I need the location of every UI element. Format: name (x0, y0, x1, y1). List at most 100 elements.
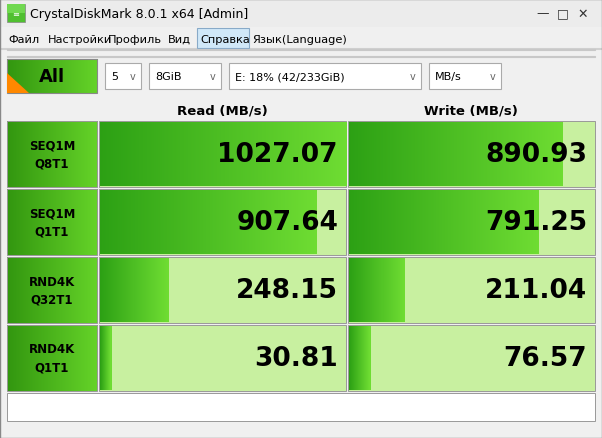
Bar (41, 258, 43, 323)
Bar (209, 191, 211, 254)
Bar (448, 123, 450, 187)
Bar (69, 190, 70, 255)
Bar (142, 258, 144, 322)
Bar (406, 191, 408, 254)
Bar (205, 191, 206, 254)
Bar (487, 191, 489, 254)
Bar (79, 122, 81, 187)
Bar (412, 191, 414, 254)
Bar (7, 60, 8, 94)
Bar (386, 123, 388, 187)
Bar (503, 191, 504, 254)
Bar (336, 123, 338, 187)
Bar (76, 258, 78, 323)
Bar (365, 191, 367, 254)
Bar (418, 191, 420, 254)
Bar (78, 325, 79, 391)
Bar (199, 123, 200, 187)
Bar (380, 191, 382, 254)
Bar (134, 258, 135, 322)
Bar (380, 258, 382, 322)
Bar (481, 191, 483, 254)
Bar (421, 191, 423, 254)
Bar (348, 258, 595, 323)
Bar (17, 190, 19, 255)
Bar (167, 191, 169, 254)
Bar (360, 326, 362, 390)
Bar (333, 123, 335, 187)
Bar (13, 122, 14, 187)
Bar (51, 325, 52, 391)
Bar (392, 191, 394, 254)
Bar (388, 258, 389, 322)
Text: 791.25: 791.25 (485, 209, 587, 236)
Bar (357, 191, 359, 254)
Bar (37, 258, 39, 323)
Bar (12, 122, 13, 187)
Bar (128, 123, 129, 187)
Bar (334, 123, 335, 187)
Bar (249, 191, 251, 254)
Bar (278, 191, 279, 254)
Bar (473, 191, 474, 254)
Bar (19, 325, 20, 391)
Bar (364, 258, 366, 322)
Bar (455, 191, 456, 254)
Bar (362, 258, 364, 322)
Bar (349, 123, 350, 187)
Bar (288, 123, 290, 187)
Bar (467, 123, 468, 187)
Bar (534, 191, 536, 254)
Bar (366, 326, 368, 390)
Bar (34, 325, 36, 391)
Bar (143, 123, 144, 187)
Bar (93, 122, 95, 187)
Bar (36, 325, 37, 391)
Bar (166, 123, 167, 187)
Bar (154, 191, 155, 254)
Bar (109, 191, 111, 254)
Bar (30, 190, 31, 255)
Bar (34, 60, 36, 94)
Bar (157, 258, 159, 322)
Bar (442, 191, 444, 254)
Bar (34, 122, 36, 187)
Bar (413, 191, 415, 254)
Bar (265, 123, 267, 187)
Bar (367, 258, 369, 322)
Bar (559, 123, 560, 187)
Bar (445, 191, 447, 254)
Bar (296, 123, 297, 187)
Bar (549, 123, 550, 187)
Bar (282, 191, 284, 254)
Bar (215, 123, 217, 187)
Bar (121, 191, 123, 254)
Bar (318, 123, 320, 187)
Bar (305, 191, 307, 254)
Bar (441, 123, 443, 187)
Bar (274, 123, 276, 187)
Bar (391, 258, 392, 322)
Bar (35, 258, 37, 323)
Bar (28, 60, 29, 94)
Bar (162, 123, 164, 187)
Bar (430, 191, 432, 254)
Bar (73, 325, 75, 391)
Bar (426, 123, 427, 187)
Bar (344, 123, 346, 187)
Bar (27, 122, 28, 187)
Bar (351, 258, 353, 322)
Bar (410, 191, 412, 254)
Bar (438, 123, 440, 187)
Bar (439, 123, 441, 187)
Bar (520, 191, 522, 254)
Text: SEQ1M
Q1T1: SEQ1M Q1T1 (29, 207, 75, 238)
Bar (34, 190, 36, 255)
Bar (378, 191, 379, 254)
Bar (130, 191, 132, 254)
Bar (63, 190, 64, 255)
Bar (392, 123, 394, 187)
Bar (29, 60, 31, 94)
Bar (466, 191, 468, 254)
Bar (395, 258, 396, 322)
